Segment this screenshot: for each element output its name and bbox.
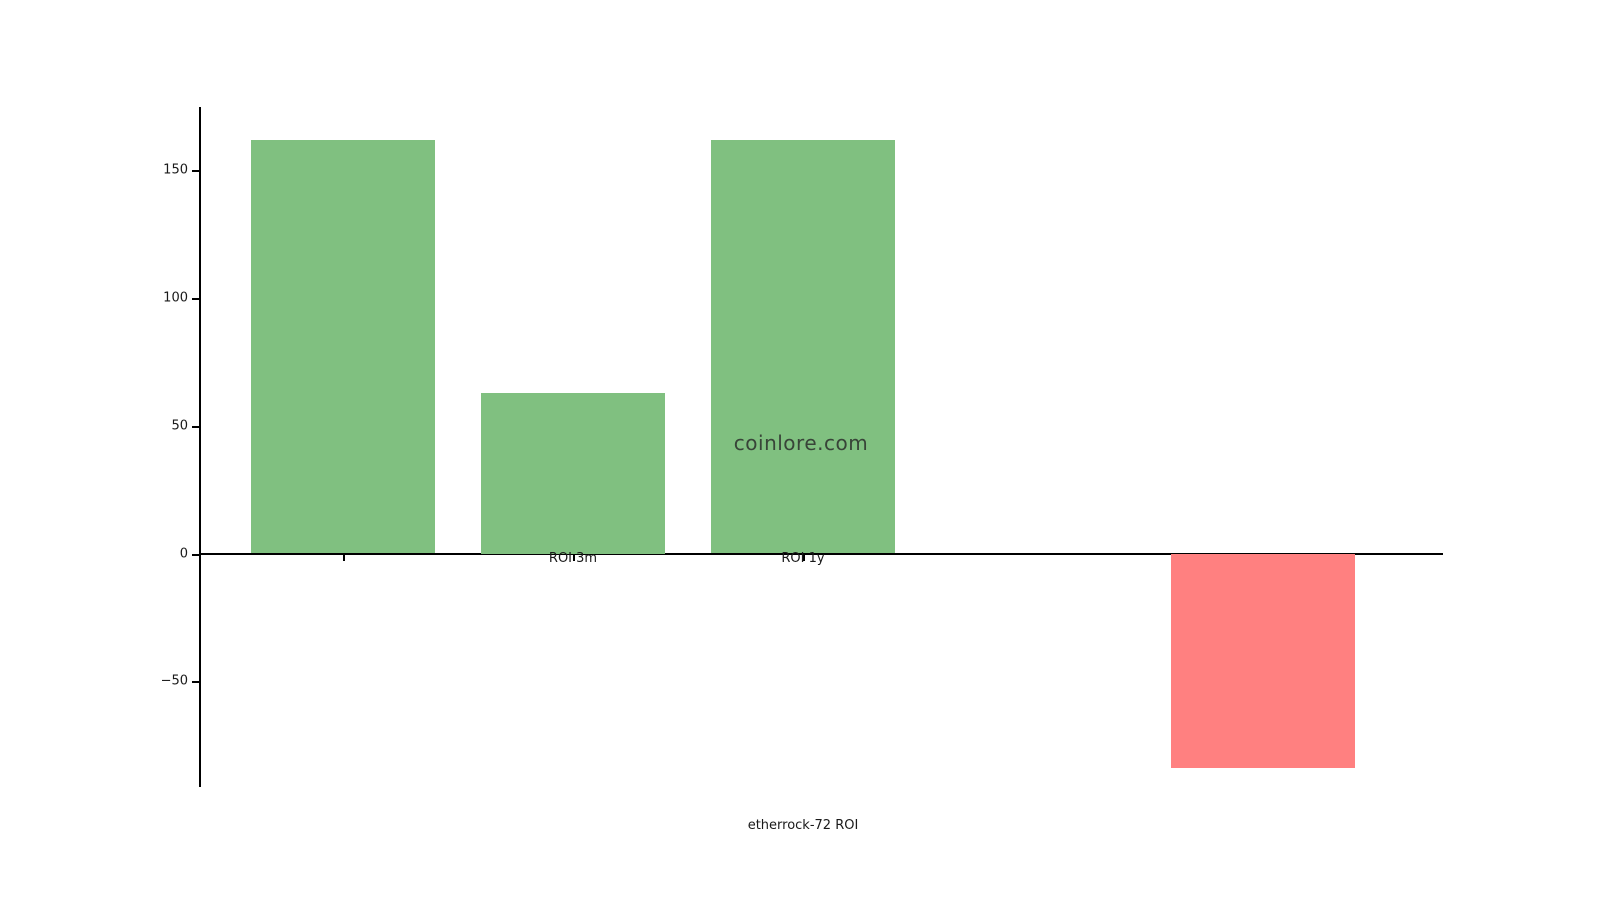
chart-title: etherrock-72 ROI [747, 818, 859, 833]
x-tick-mark [573, 554, 575, 561]
x-axis-line [199, 553, 1443, 555]
y-tick-label: 100 [163, 290, 188, 306]
bar-roi-3m [481, 393, 665, 554]
y-tick-mark [192, 681, 199, 683]
x-tick-mark [343, 554, 345, 561]
x-tick-label: ROI 1y [781, 551, 825, 566]
y-tick-label: 150 [163, 162, 188, 178]
y-tick-label: 50 [171, 418, 188, 434]
y-tick-mark [192, 298, 199, 300]
y-tick-mark [192, 554, 199, 556]
bar-series-4 [1171, 554, 1355, 768]
y-axis-spine [199, 107, 201, 787]
watermark-text: coinlore.com [733, 431, 869, 455]
y-tick-mark [192, 170, 199, 172]
y-tick-label: −50 [160, 673, 188, 689]
bar-roi-1y [711, 140, 895, 553]
x-tick-mark [803, 554, 805, 561]
bar-series-0 [251, 140, 435, 553]
y-tick-label: 0 [179, 546, 188, 561]
x-tick-label: ROI 3m [548, 551, 598, 566]
y-tick-mark [192, 426, 199, 428]
